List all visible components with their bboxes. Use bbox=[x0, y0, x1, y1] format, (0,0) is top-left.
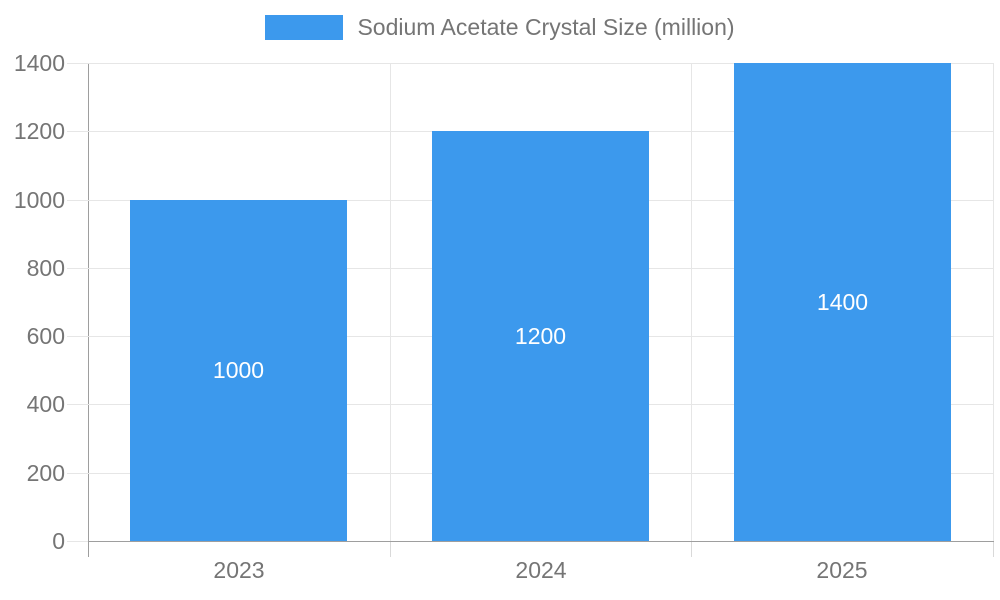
bar-value-label-2024: 1200 bbox=[514, 323, 567, 349]
y-tick-1400 bbox=[67, 63, 88, 64]
y-axis-label-1000: 1000 bbox=[13, 187, 65, 213]
x-axis-label-2023: 2023 bbox=[213, 557, 265, 583]
x-axis-line bbox=[88, 541, 994, 542]
y-axis-label-200: 200 bbox=[26, 460, 65, 486]
y-axis-label-1200: 1200 bbox=[13, 118, 65, 144]
y-tick-200 bbox=[67, 473, 88, 474]
bar-value-label-2023: 1000 bbox=[212, 357, 265, 383]
bar-2025[interactable] bbox=[734, 63, 951, 541]
y-tick-1200 bbox=[67, 131, 88, 132]
y-axis-line bbox=[88, 63, 89, 557]
gridline-x-2 bbox=[691, 63, 692, 541]
bar-2024[interactable] bbox=[432, 131, 649, 541]
y-tick-600 bbox=[67, 336, 88, 337]
y-tick-400 bbox=[67, 404, 88, 405]
gridline-x-1 bbox=[390, 63, 391, 541]
y-tick-1000 bbox=[67, 200, 88, 201]
x-tick-1 bbox=[390, 541, 391, 557]
bar-2023[interactable] bbox=[130, 200, 347, 541]
x-tick-2 bbox=[691, 541, 692, 557]
x-tick-3 bbox=[993, 541, 994, 557]
legend: Sodium Acetate Crystal Size (million) bbox=[0, 14, 1000, 41]
x-axis-label-2025: 2025 bbox=[816, 557, 868, 583]
legend-entry[interactable]: Sodium Acetate Crystal Size (million) bbox=[265, 14, 735, 41]
bar-value-label-2025: 1400 bbox=[816, 289, 869, 315]
x-axis-label-2024: 2024 bbox=[515, 557, 567, 583]
y-axis-label-600: 600 bbox=[26, 323, 65, 349]
y-tick-800 bbox=[67, 268, 88, 269]
y-axis-label-800: 800 bbox=[26, 255, 65, 281]
gridline-x-3 bbox=[993, 63, 994, 541]
y-axis-label-0: 0 bbox=[52, 528, 65, 554]
y-axis-label-1400: 1400 bbox=[13, 50, 65, 76]
legend-swatch-icon bbox=[265, 15, 344, 40]
gridline-y-1400 bbox=[88, 63, 993, 64]
y-tick-0 bbox=[67, 541, 88, 542]
y-axis-label-400: 400 bbox=[26, 391, 65, 417]
legend-label: Sodium Acetate Crystal Size (million) bbox=[357, 14, 735, 40]
